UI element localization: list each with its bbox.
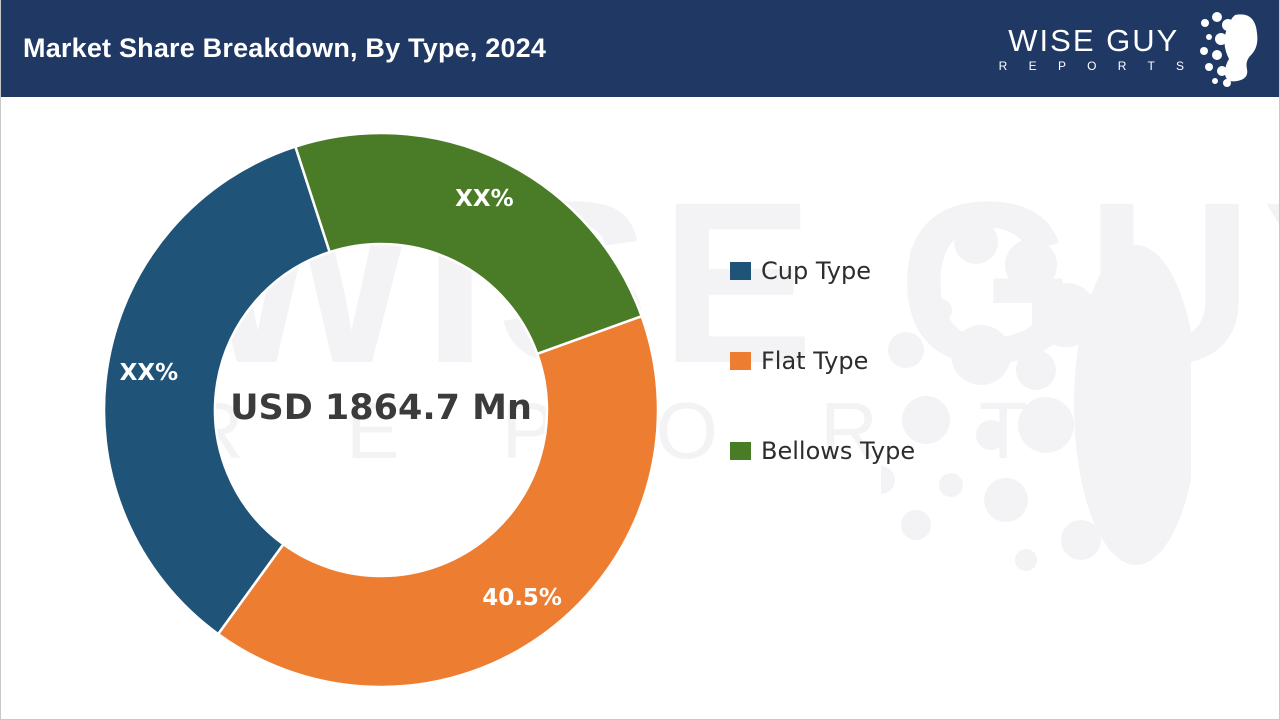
segment-value-label: XX%	[455, 186, 514, 212]
logo-text: WISE GUY R E P O R T S	[995, 25, 1193, 72]
legend-label: Cup Type	[761, 257, 871, 285]
donut-segment-flat-type	[216, 314, 660, 689]
logo-wordmark: WISE GUY	[1008, 23, 1180, 58]
legend-item-flat-type: Flat Type	[730, 342, 915, 380]
logo-face-icon	[1200, 11, 1258, 87]
segment-value-label: XX%	[120, 360, 179, 386]
legend-label: Flat Type	[761, 347, 869, 375]
legend-item-cup-type: Cup Type	[730, 252, 915, 290]
legend-swatch	[730, 262, 751, 280]
chart-center-value: USD 1864.7 Mn	[230, 388, 532, 428]
page-title: Market Share Breakdown, By Type, 2024	[23, 33, 547, 63]
legend: Cup Type Flat Type Bellows Type	[730, 252, 915, 522]
donut-segment-bellows-type	[294, 131, 643, 356]
header-bar: Market Share Breakdown, By Type, 2024 WI…	[1, 0, 1279, 97]
logo-subtitle: R E P O R T S	[998, 59, 1193, 73]
donut-segment-cup-type	[102, 145, 331, 636]
legend-label: Bellows Type	[761, 437, 916, 465]
legend-swatch	[730, 352, 751, 370]
segment-value-label: 40.5%	[482, 585, 562, 611]
legend-swatch	[730, 442, 751, 460]
legend-item-bellows-type: Bellows Type	[730, 432, 915, 470]
wise-guy-logo: WISE GUY R E P O R T S	[995, 9, 1259, 89]
